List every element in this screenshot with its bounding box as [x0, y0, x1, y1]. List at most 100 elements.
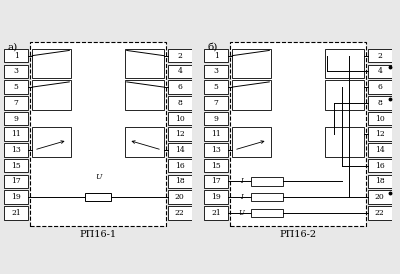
Bar — [168, 80, 192, 94]
Bar — [232, 48, 271, 78]
Text: 15: 15 — [211, 162, 221, 170]
Text: 6: 6 — [177, 83, 182, 91]
Bar — [4, 190, 28, 204]
Text: 19: 19 — [211, 193, 221, 201]
Text: 22: 22 — [175, 209, 185, 217]
Bar — [325, 127, 364, 157]
Bar — [204, 127, 228, 141]
Bar — [168, 190, 192, 204]
Bar — [4, 112, 28, 125]
Text: РП16-2: РП16-2 — [280, 230, 316, 239]
Bar — [4, 80, 28, 94]
Text: I: I — [240, 178, 243, 185]
Bar — [168, 49, 192, 62]
Bar — [4, 206, 28, 220]
Bar — [325, 48, 364, 78]
Bar — [4, 49, 28, 62]
Text: 7: 7 — [214, 99, 219, 107]
Text: б): б) — [208, 42, 218, 51]
Text: 5: 5 — [214, 83, 219, 91]
Text: 21: 21 — [11, 209, 21, 217]
Bar — [168, 175, 192, 188]
Bar — [368, 190, 392, 204]
Text: 3: 3 — [214, 67, 219, 75]
Text: 6: 6 — [377, 83, 382, 91]
Bar — [168, 143, 192, 157]
Bar — [368, 143, 392, 157]
Text: 10: 10 — [175, 115, 185, 122]
Bar — [204, 190, 228, 204]
Bar — [232, 80, 271, 110]
Bar — [368, 49, 392, 62]
Bar — [168, 127, 192, 141]
Bar — [204, 112, 228, 125]
Text: 11: 11 — [11, 130, 21, 138]
Text: 19: 19 — [11, 193, 21, 201]
Text: 20: 20 — [375, 193, 385, 201]
Text: 4: 4 — [377, 67, 382, 75]
Text: 16: 16 — [375, 162, 385, 170]
Bar — [204, 96, 228, 110]
Bar — [4, 65, 28, 78]
Text: 14: 14 — [375, 146, 385, 154]
Bar — [251, 209, 283, 217]
Text: 18: 18 — [175, 178, 185, 185]
Bar — [168, 65, 192, 78]
Bar — [125, 48, 164, 78]
Bar — [230, 42, 366, 226]
Text: 14: 14 — [175, 146, 185, 154]
Text: 20: 20 — [175, 193, 185, 201]
Bar — [32, 48, 71, 78]
Bar — [368, 206, 392, 220]
Bar — [368, 96, 392, 110]
Bar — [32, 80, 71, 110]
Bar — [204, 49, 228, 62]
Text: 9: 9 — [214, 115, 219, 122]
Bar — [232, 127, 271, 157]
Bar — [4, 175, 28, 188]
Bar — [204, 143, 228, 157]
Text: 21: 21 — [211, 209, 221, 217]
Text: 22: 22 — [375, 209, 385, 217]
Text: 15: 15 — [11, 162, 21, 170]
Text: 18: 18 — [375, 178, 385, 185]
Text: 16: 16 — [175, 162, 185, 170]
Text: 9: 9 — [14, 115, 19, 122]
Bar — [4, 127, 28, 141]
Text: 7: 7 — [14, 99, 19, 107]
Text: 8: 8 — [177, 99, 182, 107]
Bar — [4, 159, 28, 172]
Bar — [368, 159, 392, 172]
Text: 10: 10 — [375, 115, 385, 122]
Bar — [368, 175, 392, 188]
Bar — [30, 42, 166, 226]
Bar — [204, 206, 228, 220]
Text: 11: 11 — [211, 130, 221, 138]
Text: а): а) — [8, 42, 18, 51]
Bar — [32, 127, 71, 157]
Bar — [168, 112, 192, 125]
Bar — [368, 112, 392, 125]
Bar — [204, 159, 228, 172]
Text: 2: 2 — [177, 52, 182, 60]
Bar — [168, 206, 192, 220]
Bar — [368, 127, 392, 141]
Bar — [168, 96, 192, 110]
Text: 1: 1 — [14, 52, 19, 60]
Text: 17: 17 — [211, 178, 221, 185]
Bar — [325, 80, 364, 110]
Bar — [251, 193, 283, 201]
Text: 17: 17 — [11, 178, 21, 185]
Bar — [368, 65, 392, 78]
Bar — [85, 193, 111, 201]
Text: РП16-1: РП16-1 — [80, 230, 116, 239]
Text: U: U — [95, 173, 101, 181]
Text: I: I — [240, 193, 243, 201]
Text: 4: 4 — [177, 67, 182, 75]
Text: 5: 5 — [14, 83, 19, 91]
Text: 12: 12 — [375, 130, 385, 138]
Text: 13: 13 — [11, 146, 21, 154]
Bar — [204, 175, 228, 188]
Bar — [125, 80, 164, 110]
Text: U: U — [239, 209, 244, 217]
